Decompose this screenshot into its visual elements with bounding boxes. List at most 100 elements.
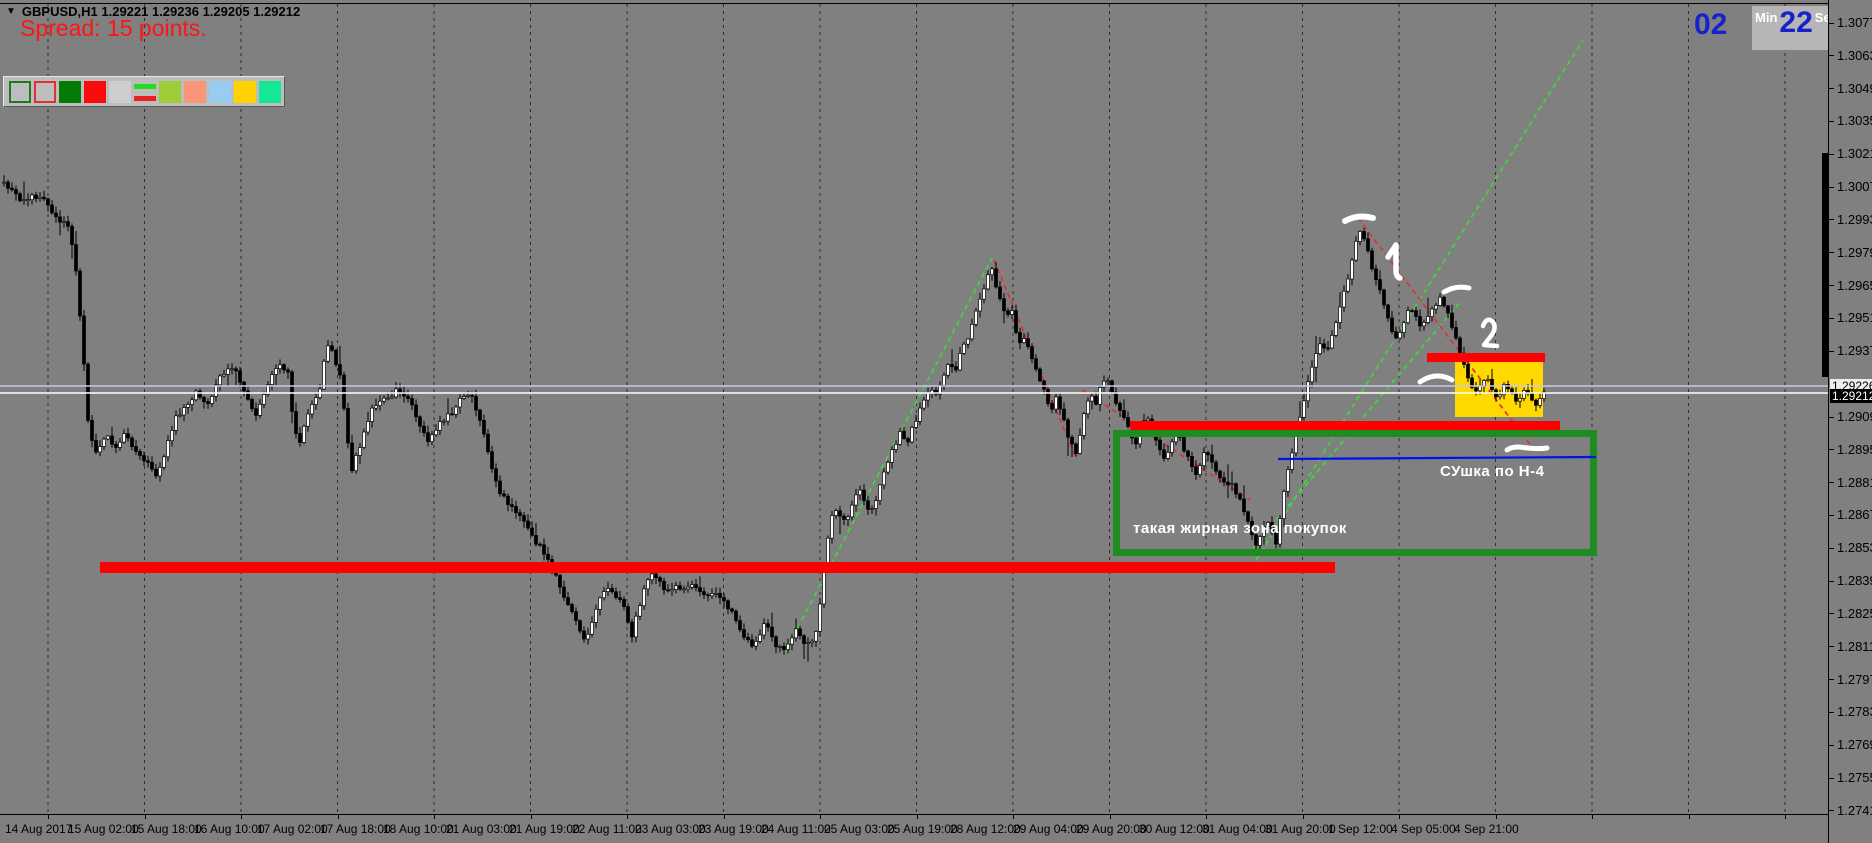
palette-swatch-fill-lightgray[interactable] — [109, 80, 131, 103]
time-tick-mark — [820, 815, 821, 819]
timer-minutes: 02 — [1694, 8, 1728, 41]
price-tick-mark — [1829, 777, 1834, 779]
time-tick-label: 29 Aug 20:00 — [1076, 822, 1147, 836]
grid-lines — [47, 4, 1786, 813]
time-tick-mark — [337, 815, 339, 819]
time-tick-label: 4 Sep 05:00 — [1391, 822, 1456, 836]
palette-swatch-fill-springgreen[interactable] — [259, 80, 281, 103]
price-tick-label: 1.30771 — [1837, 15, 1872, 30]
price-tick-label: 1.30071 — [1837, 179, 1872, 195]
time-tick-label: 21 Aug 03:00 — [446, 822, 517, 836]
price-tick-label: 1.29091 — [1837, 409, 1872, 424]
time-tick-label: 17 Aug 02:00 — [257, 822, 328, 836]
collapse-arrow-icon[interactable]: ▼ — [6, 6, 16, 17]
time-tick-mark — [1206, 815, 1207, 819]
price-tick-mark — [1829, 252, 1834, 254]
palette-swatch-bar-pair-green-red[interactable] — [134, 81, 156, 103]
price-tick-label: 1.28391 — [1837, 573, 1872, 589]
price-tick-mark — [1829, 449, 1834, 451]
price-tick-label: 1.30491 — [1837, 80, 1872, 96]
palette-swatch-outline-green[interactable] — [9, 80, 31, 103]
time-tick-label: 14 Aug 2017 — [5, 822, 73, 836]
time-tick-label: 31 Aug 04:00 — [1202, 822, 1273, 836]
price-tick-mark — [1829, 22, 1834, 24]
price-tick-mark — [1829, 613, 1834, 615]
time-tick-mark — [1785, 815, 1786, 819]
palette-swatch-fill-yellowgreen[interactable] — [159, 80, 181, 103]
price-tick-mark — [1829, 711, 1834, 713]
time-tick-label: 16 Aug 10:00 — [194, 822, 265, 836]
spread-indicator-text: Spread: 15 points. — [20, 15, 207, 41]
palette-swatch-fill-darkgreen[interactable] — [59, 80, 81, 103]
price-axis[interactable]: 1.29226 1.29212 1.307711.306311.304911.3… — [1828, 0, 1872, 843]
price-tick-label: 1.28951 — [1837, 441, 1872, 457]
time-tick-mark — [1013, 815, 1014, 819]
symbol-ohlc-text: GBPUSD,H1 1.29221 1.29236 1.29205 1.2921… — [21, 4, 301, 19]
price-tick-label: 1.28111 — [1837, 638, 1872, 654]
time-tick-label: 25 Aug 19:00 — [887, 822, 958, 836]
time-tick-label: 31 Aug 20:00 — [1265, 822, 1336, 836]
price-tick-label: 1.28531 — [1837, 540, 1872, 556]
h4-setup-label: СУшка по Н-4 — [1440, 463, 1545, 480]
price-tick-label: 1.27551 — [1837, 770, 1872, 786]
price-tick-mark — [1829, 514, 1834, 516]
time-tick-label: 4 Sep 21:00 — [1454, 822, 1519, 836]
chart-canvas[interactable] — [0, 0, 1828, 814]
time-tick-mark — [48, 815, 49, 819]
time-tick-label: 23 Aug 19:00 — [698, 822, 769, 836]
palette-swatch-fill-gold[interactable] — [234, 80, 256, 103]
time-tick-mark — [1592, 815, 1593, 819]
time-tick-label: 21 Aug 19:00 — [509, 822, 580, 836]
timer-seconds: 22 — [1779, 6, 1813, 39]
price-tick-label: 1.29651 — [1837, 277, 1872, 293]
price-tick-label: 1.27691 — [1837, 737, 1872, 753]
h4-blue-line — [1277, 455, 1597, 461]
time-tick-mark — [1688, 815, 1690, 819]
time-tick-label: 22 Aug 11:00 — [572, 822, 642, 836]
time-tick-mark — [1109, 815, 1111, 819]
price-tick-label: 1.30351 — [1837, 113, 1872, 129]
time-tick-label: 1 Sep 12:00 — [1328, 822, 1393, 836]
price-tick-label: 1.29511 — [1837, 310, 1872, 326]
palette-swatch-fill-salmon[interactable] — [184, 80, 206, 103]
price-tick-mark — [1829, 580, 1834, 582]
time-tick-mark — [530, 815, 532, 819]
time-tick-label: 15 Aug 18:00 — [131, 822, 202, 836]
price-tick-mark — [1829, 219, 1834, 221]
zigzag-trend-lines — [784, 39, 1584, 653]
price-tick-label: 1.29931 — [1837, 211, 1872, 227]
price-tick-mark — [1829, 744, 1834, 746]
price-tick-label: 1.30631 — [1837, 47, 1872, 63]
time-tick-mark — [1399, 815, 1400, 819]
support-bar-low — [100, 562, 1335, 573]
time-tick-label: 25 Aug 03:00 — [824, 822, 895, 836]
price-tick-label: 1.29791 — [1837, 244, 1872, 260]
time-tick-mark — [916, 815, 918, 819]
price-tick-mark — [1829, 285, 1834, 287]
palette-swatch-fill-lightblue[interactable] — [209, 80, 231, 103]
palette-swatch-fill-red[interactable] — [84, 80, 106, 103]
swatch-bottom-bar — [134, 95, 156, 101]
price-tick-label: 1.27831 — [1837, 704, 1872, 720]
price-tick-mark — [1829, 646, 1834, 648]
time-tick-label: 18 Aug 10:00 — [383, 822, 454, 836]
price-tick-mark — [1829, 810, 1834, 812]
price-tick-mark — [1829, 416, 1834, 418]
time-tick-mark — [627, 815, 628, 819]
time-tick-mark — [144, 815, 146, 819]
color-palette-toolbar — [3, 76, 285, 107]
time-tick-mark — [1495, 815, 1497, 819]
price-tick-mark — [1829, 679, 1834, 681]
time-tick-mark — [434, 815, 435, 819]
price-tick-label: 1.28251 — [1837, 605, 1872, 621]
resistance-bar-yellow-top — [1427, 353, 1545, 362]
time-axis[interactable]: 14 Aug 2017 15 Aug 02:00 15 Aug 18:00 16 Au… — [0, 814, 1828, 843]
swatch-top-bar — [134, 83, 156, 89]
price-tick-label: 1.30211 — [1837, 146, 1872, 162]
palette-swatch-outline-red[interactable] — [34, 80, 56, 103]
time-tick-label: 29 Aug 04:00 — [1013, 822, 1084, 836]
chart-title: ▼ GBPUSD,H1 1.29221 1.29236 1.29205 1.29… — [6, 4, 300, 19]
price-tick-label: 1.29371 — [1837, 343, 1872, 359]
buy-zone-box — [1113, 430, 1597, 556]
